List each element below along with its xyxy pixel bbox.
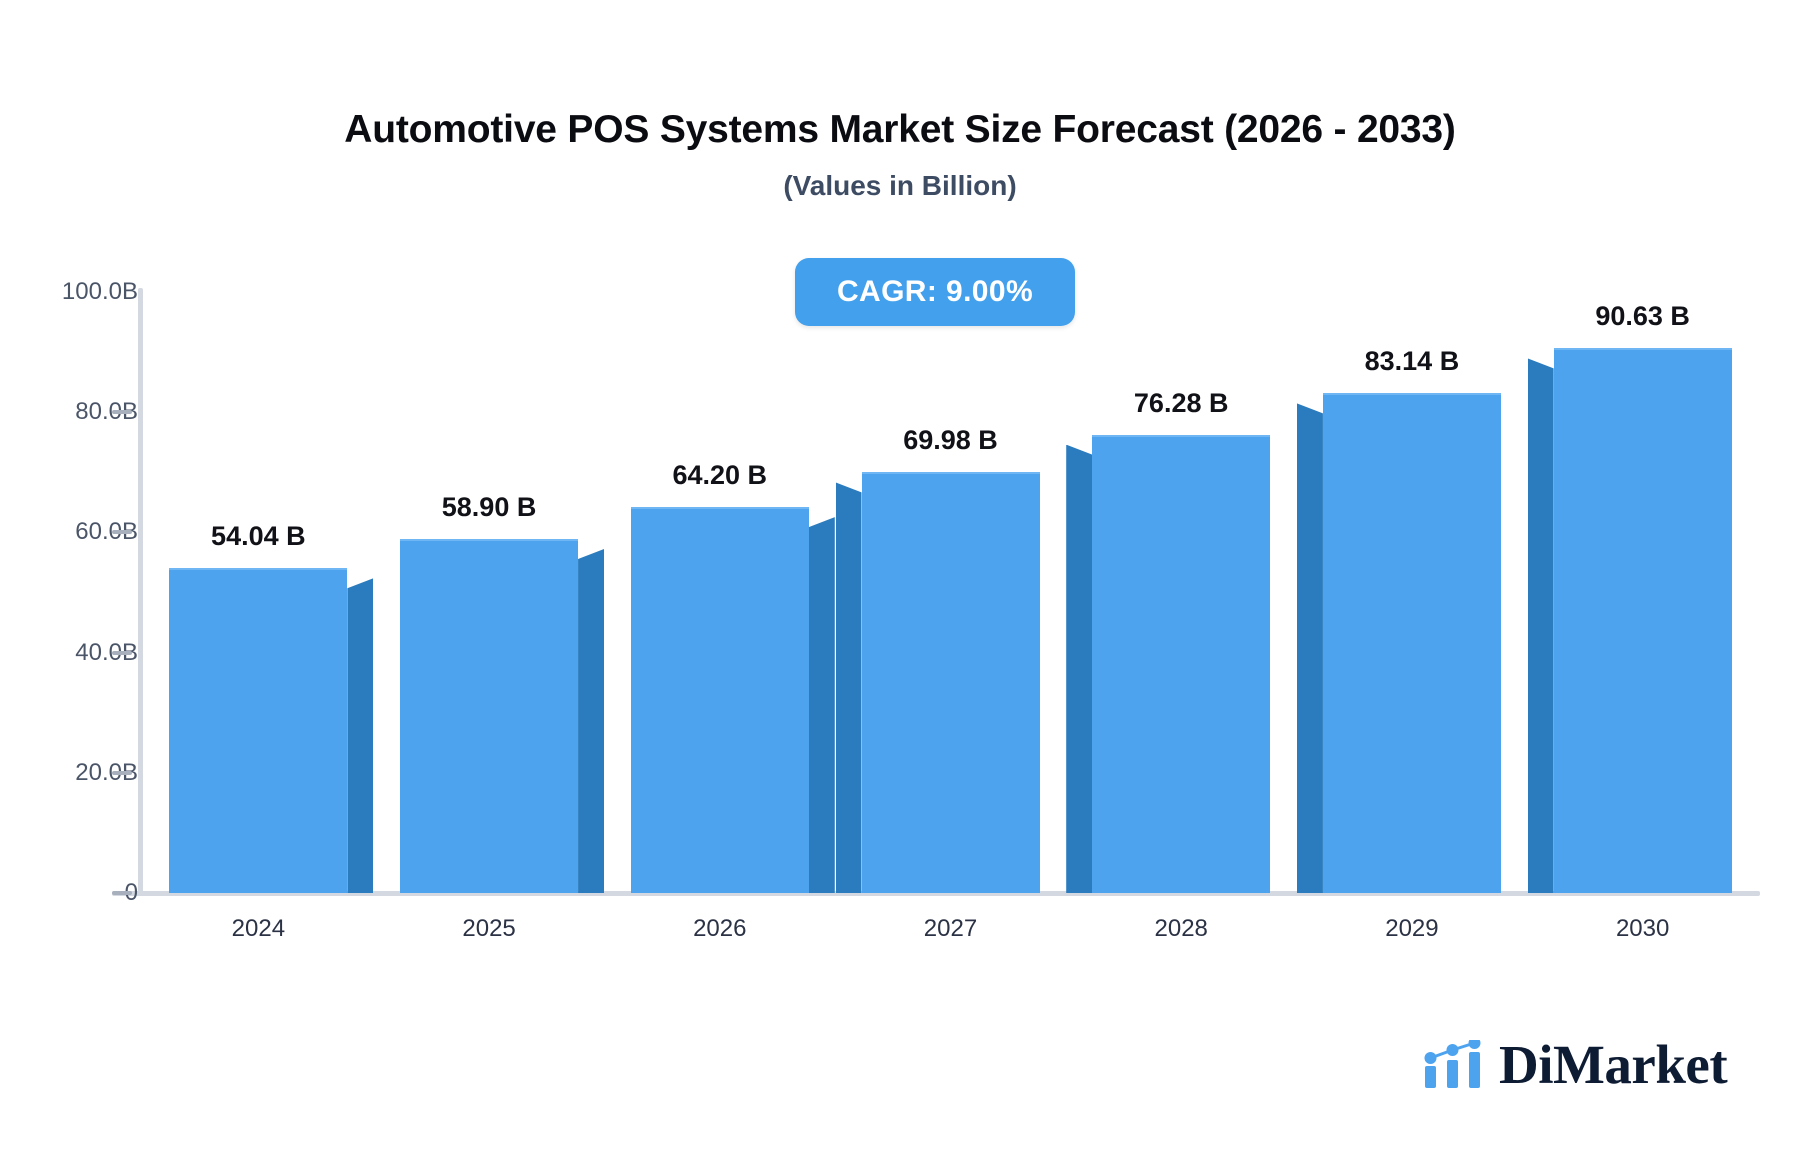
bar-column[interactable]: 58.90 B [400,492,605,893]
bar-value-label: 69.98 B [903,425,998,456]
bar-value-label: 64.20 B [672,460,768,491]
bar-value-label: 83.14 B [1364,346,1460,377]
bar-side-shadow [1066,444,1093,893]
bar-column[interactable]: 54.04 B [169,521,374,893]
bar-face[interactable] [861,472,1040,893]
x-axis-tick-label: 2027 [923,915,978,942]
bar-side-shadow [578,549,605,893]
bar-column[interactable]: 64.20 B [630,460,835,893]
bar-face[interactable] [1092,434,1271,893]
x-axis-line [112,891,1760,896]
logo-wordmark: DiMarket [1499,1034,1728,1095]
bar-face[interactable] [630,507,809,893]
x-axis-tick-label: 2025 [462,915,516,942]
chart-title: Automotive POS Systems Market Size Forec… [344,108,1456,151]
chart-subtitle: (Values in Billion) [783,170,1017,201]
y-axis-line [138,288,143,896]
y-axis-tick-mark [112,530,132,535]
bar-side-shadow [835,482,862,893]
dimarket-logo: DiMarket [1423,1034,1728,1095]
bar-value-label: 76.28 B [1133,387,1229,418]
y-axis-tick-mark [112,770,132,775]
bar-face[interactable] [400,539,579,893]
y-axis-tick-mark [112,650,132,655]
x-axis-tick-label: 2030 [1615,915,1670,942]
bar-face[interactable] [1553,348,1732,893]
bar-side-shadow [347,578,374,893]
bar-column[interactable]: 76.28 B [1066,388,1271,893]
bar-side-shadow [1527,358,1554,893]
bar-column[interactable]: 83.14 B [1296,346,1501,893]
y-axis-tick-label: 100.0B [61,278,138,305]
x-axis-tick-label: 2028 [1154,915,1208,942]
bar-face[interactable] [169,568,348,893]
cagr-badge-label: CAGR: 9.00% [836,275,1034,308]
bar-line-chart-icon [1424,1039,1481,1088]
bar-column[interactable]: 69.98 B [835,425,1040,893]
bar-value-label: 58.90 B [441,492,537,523]
x-axis-tick-label: 2029 [1385,915,1439,942]
bar-value-label: 90.63 B [1595,301,1690,332]
bar-side-shadow [808,517,835,893]
bar-face[interactable] [1322,393,1501,893]
bar-value-label: 54.04 B [211,521,306,552]
bar-column[interactable]: 90.63 B [1527,301,1732,893]
x-axis-tick-label: 2024 [231,915,286,942]
y-axis-tick-mark [112,410,132,415]
y-axis-tick-mark [112,891,132,895]
bar-side-shadow [1296,403,1323,893]
cagr-badge: CAGR: 9.00% [795,258,1075,326]
chart-header: Automotive POS Systems Market Size Forec… [0,0,1800,230]
x-axis-tick-label: 2026 [693,915,747,942]
